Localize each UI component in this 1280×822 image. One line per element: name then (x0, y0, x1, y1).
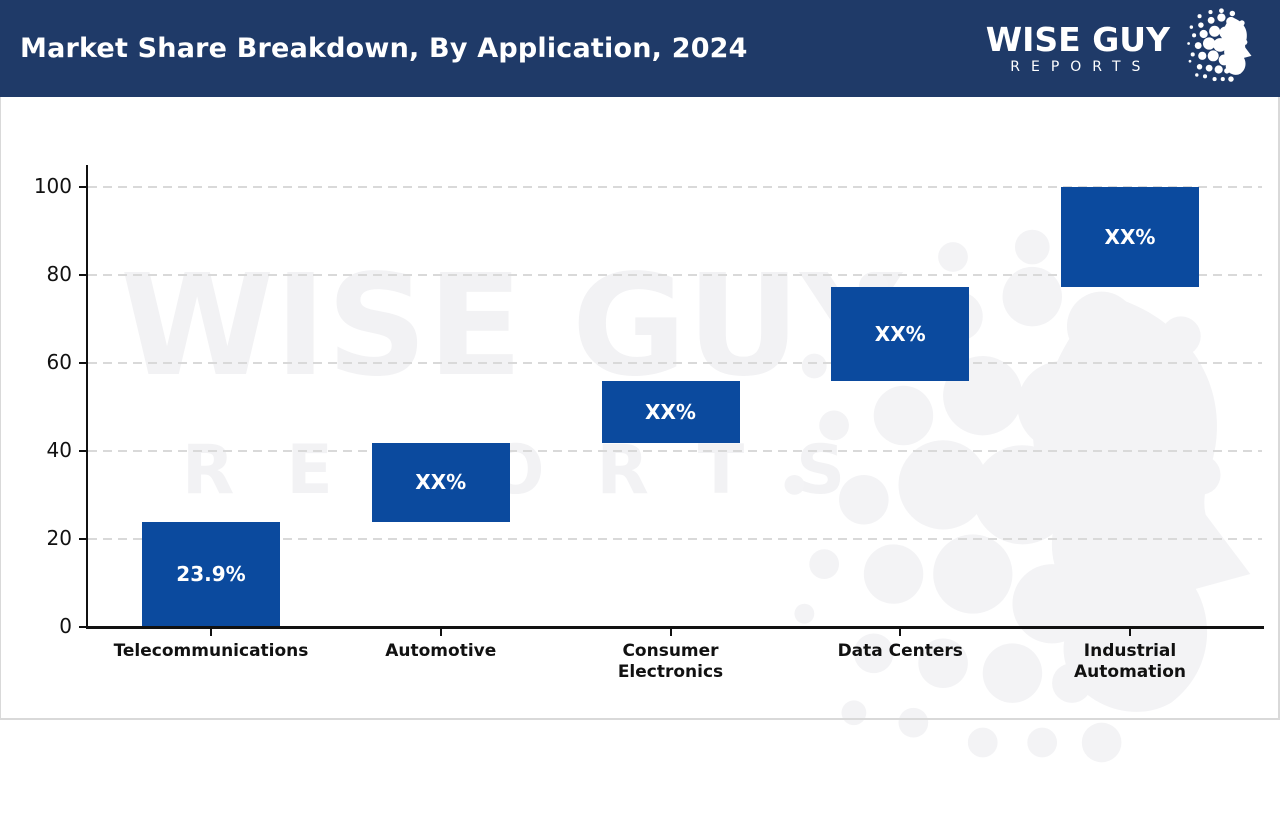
bar-value-label: 23.9% (176, 562, 246, 587)
category-label-line: Electronics (617, 662, 724, 682)
y-gridline (88, 186, 1262, 188)
category-label-line: Industrial (1083, 641, 1177, 661)
x-tick-mark (1129, 629, 1131, 636)
brand-name: WISE GUY (985, 20, 1170, 59)
page-border-right (1278, 97, 1280, 720)
header-bar: Market Share Breakdown, By Application, … (0, 0, 1280, 97)
y-gridline (88, 362, 1262, 364)
bar: XX% (601, 380, 740, 444)
category-label-line: Automation (1074, 662, 1186, 682)
category-label: Industrial Automation (1013, 641, 1247, 683)
bar-value-label: XX% (1104, 224, 1156, 249)
bar: XX% (831, 286, 970, 381)
bar: XX% (1061, 187, 1199, 287)
x-tick-mark (210, 629, 212, 636)
y-axis-spine (86, 165, 88, 629)
plot-area: 0 20 40 60 80 100 23.9% Telecommunications XX% Au… (0, 97, 1280, 720)
category-label-line: Data Centers (837, 641, 963, 661)
dotted-head-logo-icon (1187, 7, 1252, 82)
y-tick-label: 20 (46, 526, 72, 550)
x-axis-spine (86, 626, 1264, 629)
bar: XX% (371, 443, 510, 522)
y-tick-label: 60 (46, 350, 72, 374)
y-gridline (88, 450, 1262, 452)
y-tick-mark (79, 626, 86, 628)
page: { "header": { "title": "Market Share Bre… (0, 0, 1280, 763)
category-label: Data Centers (783, 641, 1017, 662)
x-tick-mark (439, 629, 442, 636)
y-tick-label: 100 (33, 174, 72, 198)
y-tick-mark (79, 362, 86, 364)
page-border-bottom (0, 718, 1280, 720)
bar-value-label: XX% (874, 321, 926, 346)
y-tick-mark (79, 274, 86, 276)
y-tick-mark (79, 186, 86, 188)
category-label-line: Automotive (385, 641, 497, 661)
y-gridline (88, 538, 1262, 540)
watermark-subtext: REPORTS (182, 431, 898, 510)
category-label-line: Consumer (622, 641, 719, 661)
category-label: Telecommunications (94, 641, 328, 662)
chart-area: WISE GUY REPORTS 0 20 40 60 80 100 23.9% Teleco… (0, 97, 1280, 763)
x-tick-mark (899, 629, 902, 636)
y-tick-label: 80 (46, 262, 72, 286)
brand-logo: WISE GUY REPORTS (986, 7, 1260, 90)
chart-title: Market Share Breakdown, By Application, … (20, 33, 748, 64)
category-label: Consumer Electronics (554, 641, 788, 683)
watermark-text: WISE GUY (120, 245, 902, 408)
page-border-left (0, 97, 1, 720)
bar-value-label: XX% (645, 399, 696, 424)
brand-subtitle: REPORTS (1010, 59, 1152, 75)
category-label: Automotive (324, 641, 558, 662)
y-tick-mark (79, 538, 86, 540)
y-tick-label: 0 (59, 614, 72, 638)
y-tick-mark (79, 450, 86, 452)
bar-value-label: XX% (415, 470, 467, 495)
y-tick-label: 40 (46, 438, 72, 462)
brand-logo-text: WISE GUY REPORTS (986, 23, 1170, 74)
bar: 23.9% (142, 521, 280, 627)
category-label-line: Telecommunications (113, 641, 309, 661)
x-tick-mark (669, 629, 672, 636)
y-gridline (88, 274, 1262, 276)
